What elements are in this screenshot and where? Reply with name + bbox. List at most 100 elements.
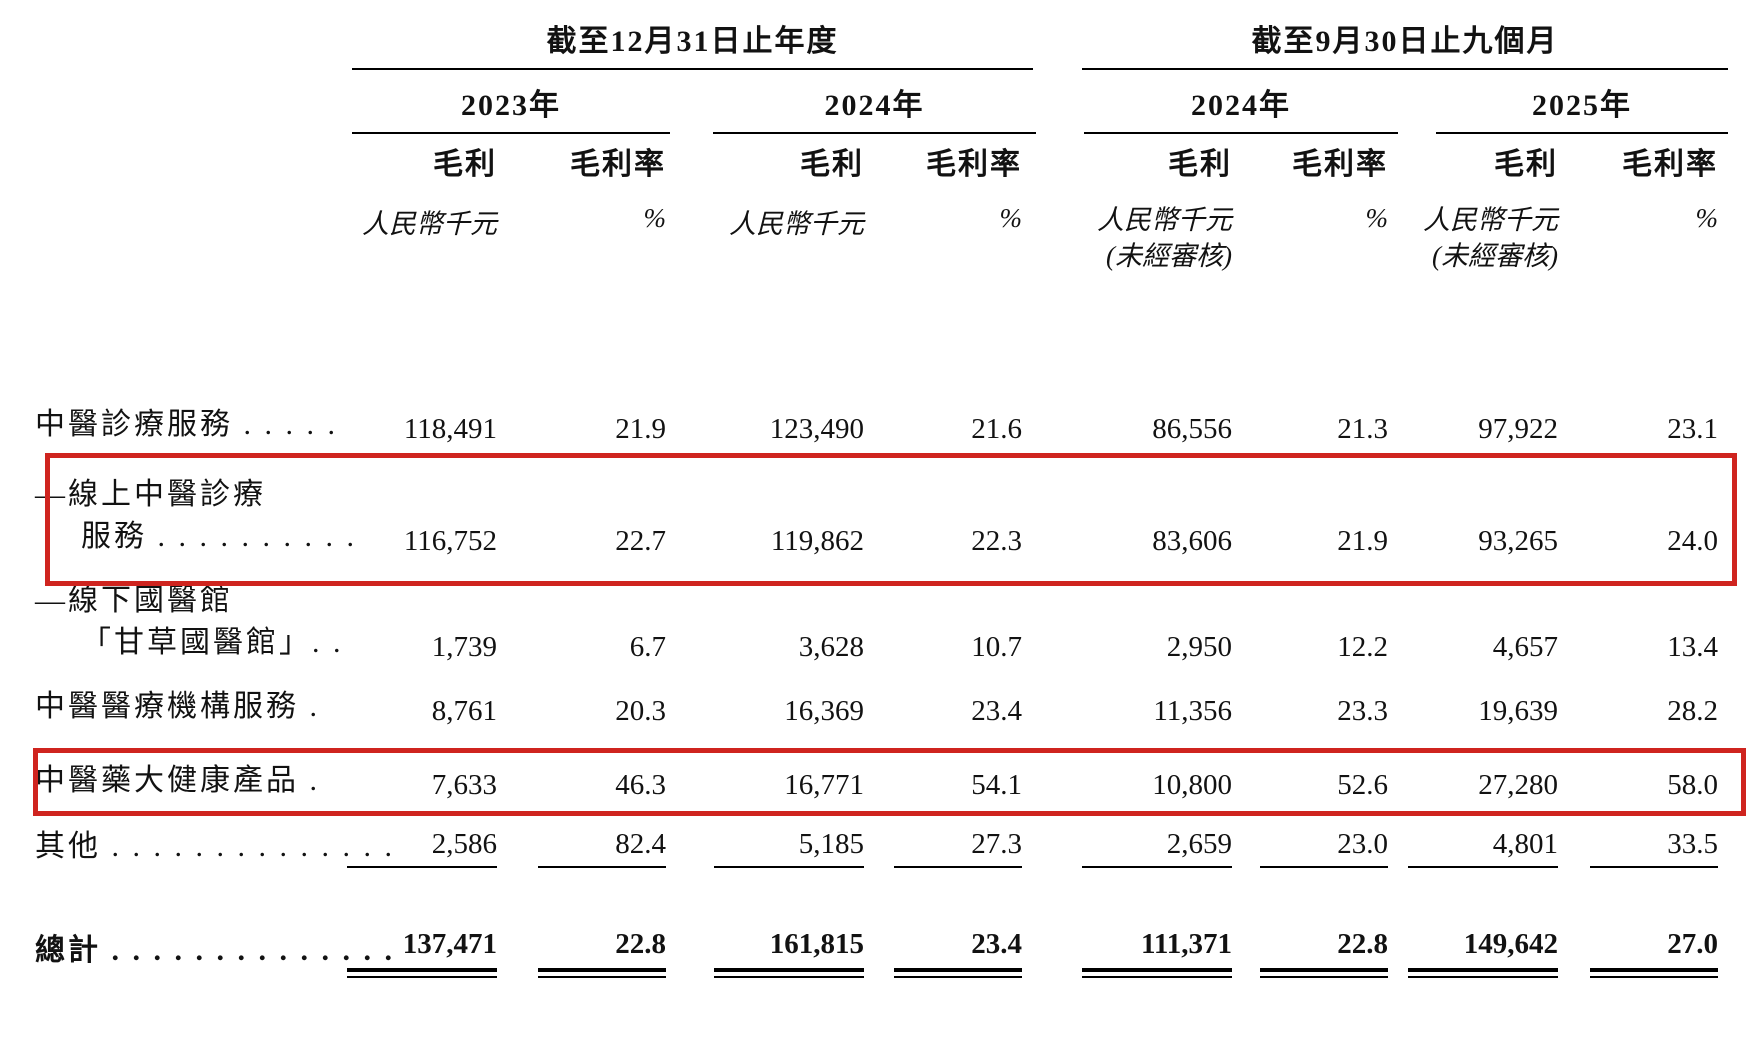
- cell-value: 27,280: [1478, 769, 1558, 801]
- cell-value: 22.7: [615, 525, 666, 557]
- cell-value: 33.5: [1564, 822, 1728, 880]
- table-row-tcm-health-products: 中醫藥大健康產品 . 7,633 46.3 16,771 54.1 10,800…: [35, 734, 1728, 822]
- cell-value: 2,659: [1082, 822, 1232, 880]
- unit-amount-text: 人民幣千元: [1097, 205, 1232, 235]
- header-margin-2024: 毛利率: [926, 148, 1022, 181]
- period-group-header-row: 截至12月31日止年度 截至9月30日止九個月: [35, 0, 1728, 70]
- label-column-spacer: [35, 70, 300, 134]
- cell-value: 46.3: [615, 769, 666, 801]
- year-2023-title: 2023年: [461, 89, 561, 122]
- table-row-tcm-diagnosis: 中醫診療服務 . . . . . 118,491 21.9 123,490 21…: [35, 402, 1728, 456]
- header-grossprofit-2023: 毛利: [433, 148, 497, 181]
- group-gap-spacer: [1038, 570, 1082, 676]
- cell-value: 23.4: [971, 695, 1022, 727]
- cell-value: 4,801: [1398, 822, 1564, 880]
- cell-value: 11,356: [1153, 695, 1232, 727]
- group-gap-spacer: [1038, 70, 1082, 134]
- year-2025-title: 2025年: [1532, 89, 1632, 122]
- unit-amount-unaudited-2025: 人民幣千元 (未經審核): [1408, 202, 1558, 274]
- cell-value: 3,628: [798, 631, 864, 663]
- cell-value: 2,586: [300, 822, 505, 880]
- cell-value: 52.6: [1337, 769, 1388, 801]
- cell-value: 27.3: [870, 822, 1038, 880]
- year-2023-underline: 2023年: [352, 80, 670, 134]
- unit-amount-2024: 人民幣千元: [729, 209, 864, 239]
- table-row-online-tcm-services: —線上中醫診療 服務 . . . . . . . . . . 116,752 2…: [35, 456, 1728, 570]
- cell-value: 16,771: [784, 769, 864, 801]
- unaudited-note: (未經審核): [1106, 241, 1232, 271]
- gross-profit-table: 截至12月31日止年度 截至9月30日止九個月 2023年 2024年: [35, 0, 1728, 990]
- header-body-spacer: [35, 304, 1728, 402]
- cell-value: 123,490: [769, 413, 864, 445]
- table-row-others: 其他 . . . . . . . . . . . . . . 2,586 82.…: [35, 822, 1728, 880]
- unit-amount-2024nm: 人民幣千元 (未經審核): [1082, 188, 1232, 304]
- group-gap-spacer: [1038, 134, 1082, 188]
- header-margin-2024nm: 毛利率: [1292, 148, 1388, 181]
- year-2025-ninemonth: 2025年: [1398, 70, 1728, 134]
- cell-value: 19,639: [1478, 695, 1558, 727]
- row-label: 其他 . . . . . . . . . . . . . .: [35, 822, 395, 880]
- cell-value: 86,556: [1152, 413, 1232, 445]
- header-grossprofit-2024: 毛利: [800, 148, 864, 181]
- cell-value: 116,752: [403, 525, 497, 557]
- total-cell-value: 149,642: [1398, 916, 1564, 990]
- cell-value: 5,185: [672, 822, 870, 880]
- cell-value: 23.3: [1337, 695, 1388, 727]
- cell-value: 4,657: [1492, 631, 1558, 663]
- cell-value: 118,491: [403, 413, 497, 445]
- year-2023-annual: 2023年: [300, 70, 672, 134]
- cell-value: 97,922: [1478, 413, 1558, 445]
- row-label-line1: 其他 . . . . . . . . . . . . . .: [35, 830, 395, 863]
- period-group-ninemonth-underline: 截至9月30日止九個月: [1082, 16, 1728, 70]
- period-group-ninemonth: 截至9月30日止九個月: [1082, 0, 1728, 70]
- unit-percent-2023: %: [643, 203, 667, 233]
- cell-value: 13.4: [1667, 631, 1718, 663]
- year-2024-annual: 2024年: [672, 70, 1038, 134]
- year-2024-ninemonth: 2024年: [1082, 70, 1398, 134]
- period-group-annual-title: 截至12月31日止年度: [546, 25, 839, 58]
- row-label: 中醫醫療機構服務 .: [35, 676, 320, 734]
- cell-value: 21.6: [971, 413, 1022, 445]
- row-label-line1: 總計 . . . . . . . . . . . . . .: [35, 934, 395, 967]
- total-row-label: 總計 . . . . . . . . . . . . . .: [35, 916, 395, 990]
- cell-value: 58.0: [1667, 769, 1718, 801]
- header-grossprofit-2025: 毛利: [1494, 148, 1558, 181]
- header-margin-2025: 毛利率: [1622, 148, 1718, 181]
- cell-value: 21.9: [1337, 525, 1388, 557]
- unaudited-note: (未經審核): [1432, 241, 1558, 271]
- row-label-line1: 中醫藥大健康產品 .: [35, 764, 320, 797]
- cell-value: 54.1: [971, 769, 1022, 801]
- cell-value: 20.3: [615, 695, 666, 727]
- total-cell-value: 137,471: [300, 916, 505, 990]
- total-cell-value: 23.4: [870, 916, 1038, 990]
- period-group-annual: 截至12月31日止年度: [300, 0, 1038, 70]
- total-cell-value: 111,371: [1082, 916, 1232, 990]
- period-group-ninemonth-title: 截至9月30日止九個月: [1251, 25, 1559, 58]
- cell-value: 1,739: [431, 631, 497, 663]
- row-label-line1: —線上中醫診療: [35, 478, 266, 511]
- row-label: 中醫診療服務 . . . . .: [35, 402, 335, 456]
- unit-header-row: 人民幣千元 % 人民幣千元 % 人民幣千元 (未經審核) % 人民幣千元 (未經…: [35, 188, 1728, 304]
- metric-header-row: 毛利 毛利率 毛利 毛利率 毛利 毛利率 毛利 毛利率: [35, 134, 1728, 188]
- cell-value: 22.3: [971, 525, 1022, 557]
- table-row-tcm-institution-services: 中醫醫療機構服務 . 8,761 20.3 16,369 23.4 11,356…: [35, 676, 1728, 734]
- group-gap-spacer: [1038, 676, 1082, 734]
- header-margin-2023: 毛利率: [570, 148, 666, 181]
- table-row-total: 總計 . . . . . . . . . . . . . . 137,471 2…: [35, 916, 1728, 990]
- row-label-line2: 服務 . . . . . . . . . .: [81, 520, 357, 553]
- group-gap-spacer: [1038, 188, 1082, 304]
- row-label-line1: 中醫醫療機構服務 .: [35, 690, 320, 723]
- group-gap-spacer: [1038, 0, 1082, 70]
- period-group-annual-underline: 截至12月31日止年度: [352, 16, 1033, 70]
- group-gap-spacer: [1038, 916, 1082, 990]
- cell-value: 119,862: [770, 525, 864, 557]
- group-gap-spacer: [1038, 402, 1082, 456]
- year-2024-title: 2024年: [824, 89, 925, 122]
- cell-value: 10,800: [1152, 769, 1232, 801]
- cell-value: 8,761: [431, 695, 497, 727]
- row-label-line2: 「甘草國醫館」. .: [81, 626, 344, 659]
- cell-value: 21.3: [1337, 413, 1388, 445]
- cell-value: 12.2: [1337, 631, 1388, 663]
- cell-value: 7,633: [431, 769, 497, 801]
